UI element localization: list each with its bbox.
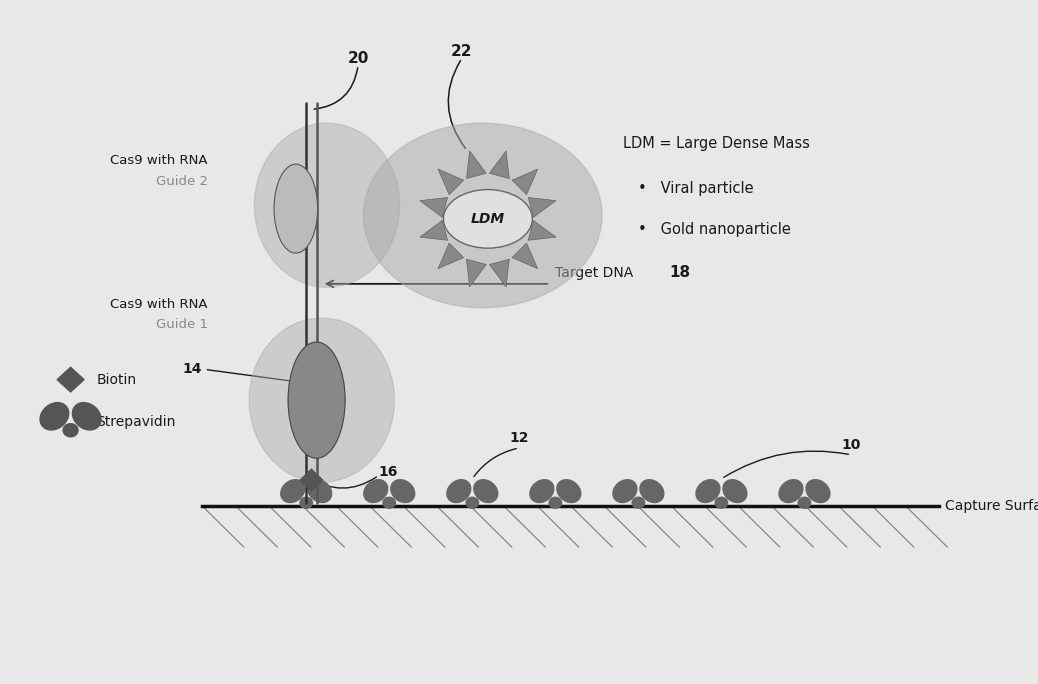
Polygon shape xyxy=(512,243,538,269)
Polygon shape xyxy=(419,220,447,240)
Polygon shape xyxy=(466,151,486,179)
Polygon shape xyxy=(490,151,510,179)
Polygon shape xyxy=(466,259,486,287)
Text: 12: 12 xyxy=(510,431,528,445)
Ellipse shape xyxy=(549,497,562,508)
Text: 20: 20 xyxy=(348,51,368,66)
Ellipse shape xyxy=(73,403,101,430)
Text: Strepavidin: Strepavidin xyxy=(97,415,175,429)
Text: Cas9 with RNA: Cas9 with RNA xyxy=(110,154,208,168)
Text: Guide 2: Guide 2 xyxy=(156,174,208,188)
Text: 22: 22 xyxy=(452,44,472,59)
Text: 18: 18 xyxy=(670,265,690,280)
Ellipse shape xyxy=(280,479,305,503)
Text: •   Viral particle: • Viral particle xyxy=(638,181,754,196)
Ellipse shape xyxy=(612,479,637,503)
Ellipse shape xyxy=(722,479,747,503)
Ellipse shape xyxy=(63,423,78,437)
Ellipse shape xyxy=(695,479,720,503)
Ellipse shape xyxy=(556,479,581,503)
Text: 14: 14 xyxy=(183,363,202,376)
Text: LDM = Large Dense Mass: LDM = Large Dense Mass xyxy=(623,136,810,151)
Ellipse shape xyxy=(307,479,332,503)
Polygon shape xyxy=(419,198,447,218)
Polygon shape xyxy=(528,198,556,218)
Ellipse shape xyxy=(288,342,345,458)
Text: •   Gold nanoparticle: • Gold nanoparticle xyxy=(638,222,791,237)
Ellipse shape xyxy=(40,403,69,430)
Text: Target DNA: Target DNA xyxy=(555,267,633,280)
Ellipse shape xyxy=(805,479,830,503)
Text: 10: 10 xyxy=(842,438,861,451)
Ellipse shape xyxy=(632,497,645,508)
Polygon shape xyxy=(438,169,464,195)
Ellipse shape xyxy=(473,479,498,503)
Ellipse shape xyxy=(300,497,312,508)
Text: Biotin: Biotin xyxy=(97,373,137,386)
Text: LDM: LDM xyxy=(471,212,504,226)
Text: Capture Surface: Capture Surface xyxy=(945,499,1038,513)
Circle shape xyxy=(443,189,532,248)
Ellipse shape xyxy=(466,497,479,508)
Ellipse shape xyxy=(249,318,394,482)
Polygon shape xyxy=(490,259,510,287)
Ellipse shape xyxy=(363,479,388,503)
Ellipse shape xyxy=(390,479,415,503)
Polygon shape xyxy=(528,220,556,240)
Ellipse shape xyxy=(254,123,400,287)
Ellipse shape xyxy=(715,497,728,508)
Ellipse shape xyxy=(778,479,803,503)
Polygon shape xyxy=(512,169,538,195)
Polygon shape xyxy=(438,243,464,269)
Polygon shape xyxy=(57,367,84,392)
Polygon shape xyxy=(300,469,323,491)
Ellipse shape xyxy=(798,497,811,508)
Text: Guide 1: Guide 1 xyxy=(156,318,208,332)
Ellipse shape xyxy=(529,479,554,503)
Ellipse shape xyxy=(446,479,471,503)
Ellipse shape xyxy=(383,497,395,508)
Ellipse shape xyxy=(274,164,318,253)
Ellipse shape xyxy=(639,479,664,503)
Ellipse shape xyxy=(363,123,602,308)
Text: 16: 16 xyxy=(379,465,399,479)
Text: Cas9 with RNA: Cas9 with RNA xyxy=(110,298,208,311)
